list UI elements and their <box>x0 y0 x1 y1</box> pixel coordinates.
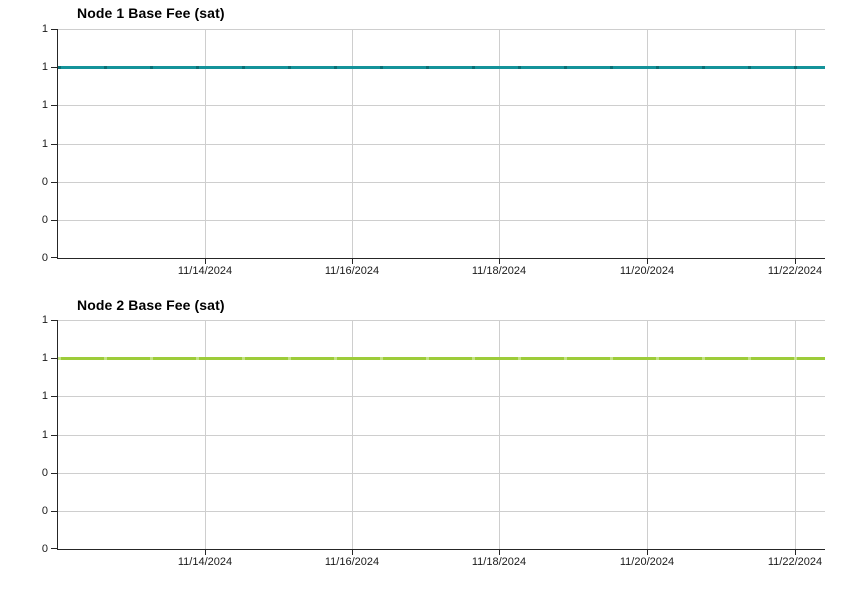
series-line-node-2-base-fee <box>58 357 825 360</box>
x-tick-label: 11/22/2024 <box>767 556 823 568</box>
v-gridline <box>499 320 500 549</box>
x-tick-label: 11/22/2024 <box>767 265 823 277</box>
y-tick-mark <box>51 105 58 106</box>
h-gridline <box>58 105 825 106</box>
v-gridline <box>205 320 206 549</box>
h-gridline <box>58 144 825 145</box>
v-gridline <box>205 29 206 258</box>
plot-area-node1: 1 1 1 1 0 0 0 11/14/2024 11/16/2024 11/18/2024 11/… <box>42 23 825 277</box>
y-tick-mark <box>51 358 58 359</box>
chart-title-node1: Node 1 Base Fee (sat) <box>77 5 225 21</box>
y-tick-label: 1 <box>41 352 48 364</box>
y-tick-mark <box>51 144 58 145</box>
x-tick-mark <box>499 549 500 555</box>
h-gridline <box>58 511 825 512</box>
v-gridline <box>795 320 796 549</box>
x-tick-label: 11/18/2024 <box>471 556 527 568</box>
y-tick-label: 1 <box>41 99 48 111</box>
h-gridline <box>58 182 825 183</box>
h-gridline <box>58 29 825 30</box>
y-tick-mark <box>51 396 58 397</box>
v-gridline <box>647 29 648 258</box>
v-gridline <box>352 320 353 549</box>
y-tick-label: 1 <box>41 390 48 402</box>
x-tick-mark <box>647 549 648 555</box>
x-tick-label: 11/16/2024 <box>324 265 380 277</box>
h-gridline <box>58 320 825 321</box>
v-gridline <box>647 320 648 549</box>
x-tick-label: 11/18/2024 <box>471 265 527 277</box>
x-tick-mark <box>205 549 206 555</box>
y-tick-label: 0 <box>41 176 48 188</box>
x-tick-mark <box>352 258 353 264</box>
h-gridline <box>58 396 825 397</box>
x-tick-label: 11/20/2024 <box>619 265 675 277</box>
y-tick-label: 0 <box>41 505 48 517</box>
x-tick-label: 11/20/2024 <box>619 556 675 568</box>
x-tick-mark <box>352 549 353 555</box>
y-tick-mark <box>51 435 58 436</box>
y-tick-label: 1 <box>41 429 48 441</box>
y-tick-mark <box>51 548 58 549</box>
y-tick-label: 0 <box>41 252 48 264</box>
y-tick-label: 0 <box>41 467 48 479</box>
y-tick-label: 0 <box>41 214 48 226</box>
y-tick-mark <box>51 320 58 321</box>
y-tick-label: 0 <box>41 543 48 555</box>
chart-title-node2: Node 2 Base Fee (sat) <box>77 297 225 313</box>
v-gridline <box>499 29 500 258</box>
x-tick-label: 11/14/2024 <box>177 556 233 568</box>
series-line-node-1-base-fee <box>58 66 825 69</box>
x-tick-mark <box>647 258 648 264</box>
x-tick-mark <box>795 549 796 555</box>
y-tick-label: 1 <box>41 23 48 35</box>
x-tick-mark <box>795 258 796 264</box>
v-gridline <box>795 29 796 258</box>
h-gridline <box>58 220 825 221</box>
y-tick-mark <box>51 29 58 30</box>
x-tick-mark <box>499 258 500 264</box>
y-tick-mark <box>51 67 58 68</box>
h-gridline <box>58 435 825 436</box>
v-gridline <box>352 29 353 258</box>
y-tick-label: 1 <box>41 61 48 73</box>
y-tick-mark <box>51 257 58 258</box>
y-tick-label: 1 <box>41 138 48 150</box>
x-tick-label: 11/14/2024 <box>177 265 233 277</box>
y-tick-mark <box>51 220 58 221</box>
y-tick-mark <box>51 473 58 474</box>
y-tick-mark <box>51 182 58 183</box>
x-tick-mark <box>205 258 206 264</box>
y-tick-mark <box>51 511 58 512</box>
x-tick-label: 11/16/2024 <box>324 556 380 568</box>
y-tick-label: 1 <box>41 314 48 326</box>
plot-area-node2: 1 1 1 1 0 0 0 11/14/2024 11/16/2024 11/18/2024 11/… <box>42 314 825 568</box>
h-gridline <box>58 473 825 474</box>
